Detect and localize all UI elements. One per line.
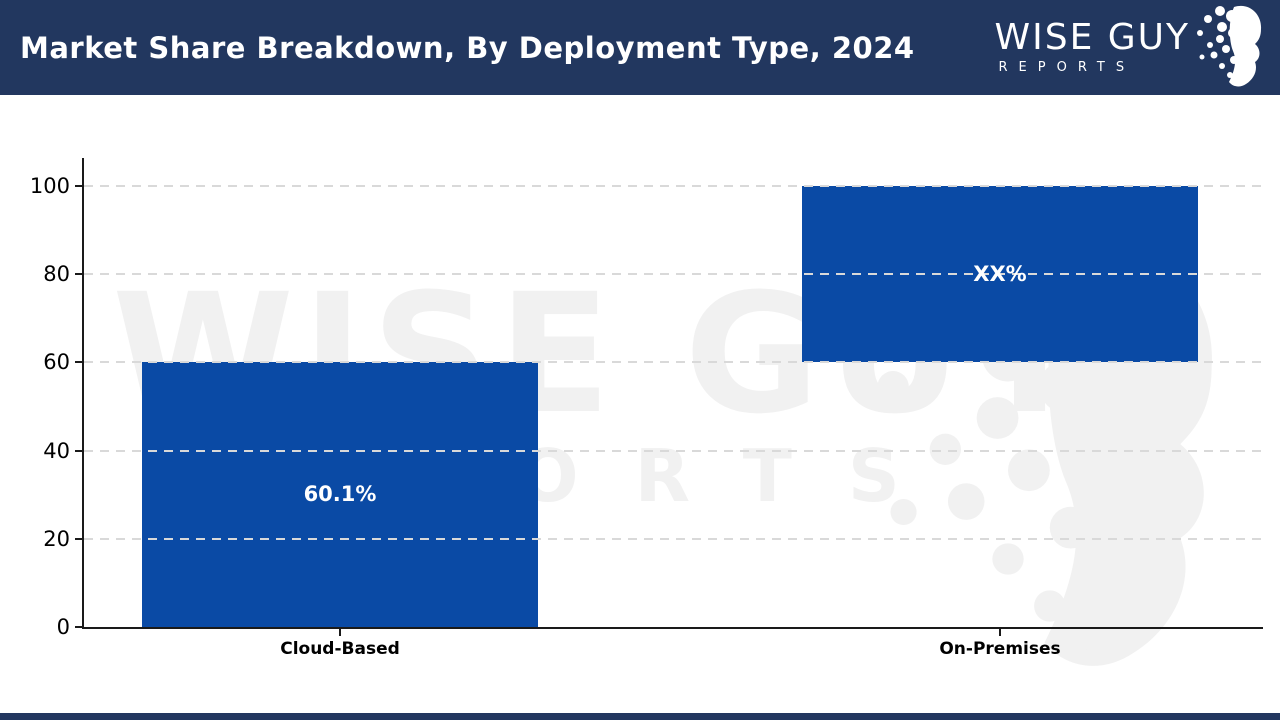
y-tick-mark <box>75 537 82 540</box>
y-gridline <box>84 449 1262 452</box>
x-tick-mark <box>339 629 341 636</box>
y-tick-label: 20 <box>43 526 70 551</box>
y-axis-spine <box>82 158 84 629</box>
y-tick-label: 60 <box>43 350 70 375</box>
x-category-label: On-Premises <box>939 639 1061 659</box>
bar-cloud-based <box>142 361 538 627</box>
footer-accent-bar <box>0 713 1280 720</box>
wise-guy-logo: WISE GUY REPORTS <box>995 3 1280 93</box>
y-tick-label: 100 <box>29 174 70 198</box>
y-tick-mark <box>75 626 82 628</box>
y-gridline <box>84 185 1262 187</box>
dotted-head-profile-icon <box>1197 5 1262 86</box>
x-category-label: Cloud-Based <box>280 639 400 659</box>
y-gridline <box>84 273 1262 276</box>
y-tick-label: 40 <box>43 438 70 463</box>
x-axis-spine <box>82 627 1263 629</box>
y-tick-label: 80 <box>43 262 70 287</box>
y-gridline <box>84 361 1262 364</box>
bar-value-label: XX% <box>973 262 1027 287</box>
x-tick-mark <box>999 629 1001 636</box>
y-tick-label: 0 <box>56 615 70 639</box>
bar-value-label: 60.1% <box>303 482 377 507</box>
y-tick-mark <box>75 273 82 276</box>
logo-line2: REPORTS <box>998 60 1136 75</box>
y-tick-mark <box>75 449 82 452</box>
y-tick-mark <box>75 185 82 187</box>
page-title: Market Share Breakdown, By Deployment Ty… <box>20 30 915 65</box>
y-gridline <box>84 537 1262 540</box>
logo-wordmark: WISE GUY REPORTS <box>994 17 1191 76</box>
y-tick-mark <box>75 361 82 364</box>
logo-line1: WISE GUY <box>994 17 1190 58</box>
header-bar: Market Share Breakdown, By Deployment Ty… <box>0 0 1280 95</box>
